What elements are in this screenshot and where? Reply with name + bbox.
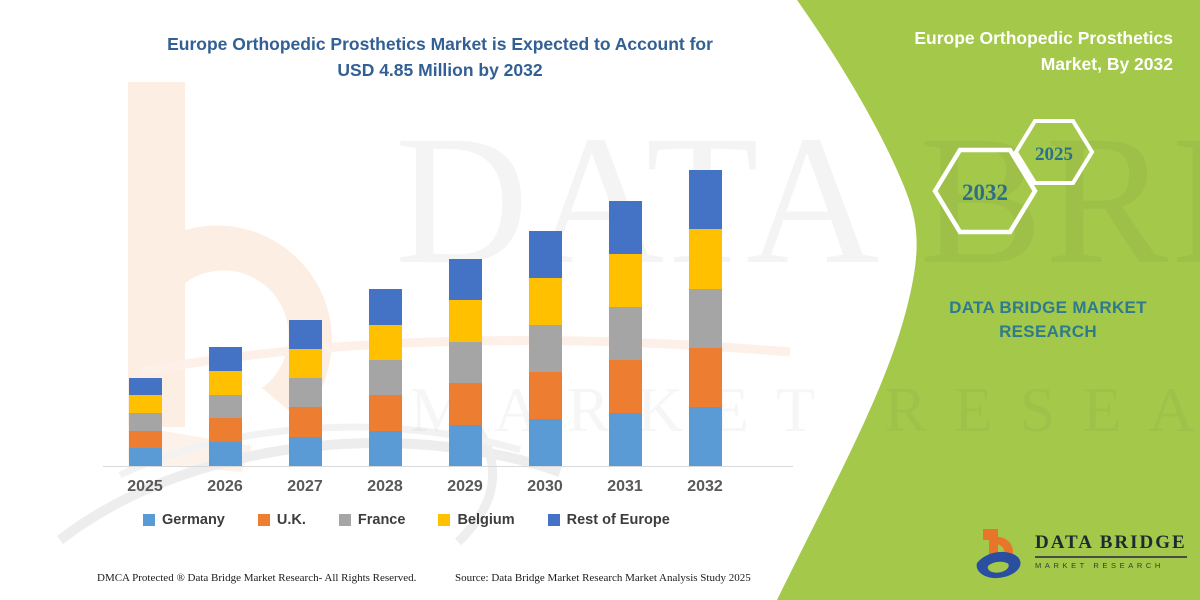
legend-label: U.K. [276,512,306,528]
bar-segment-germany [608,412,642,466]
dbmr-logo: DATA BRIDGE MARKET RESEARCH [975,527,1187,581]
footer-dmca-text: DMCA Protected ® Data Bridge Market Rese… [97,572,417,584]
bar-segment-rest-of-europe [128,377,162,396]
bar-segment-u-k [368,395,402,431]
bar-segment-belgium [128,395,162,413]
bar-segment-rest-of-europe [368,289,402,325]
x-axis-label: 2026 [207,478,243,495]
x-axis-label: 2025 [127,478,163,495]
hexagon-badges: 2025 2032 [932,119,1095,235]
legend-swatch [338,514,351,526]
x-axis-label: 2031 [607,478,643,495]
bar-segment-u-k [448,383,482,425]
logo-wordmark: DATA BRIDGE [1035,532,1187,558]
logo-b-icon [976,529,1021,579]
bar-2026 [208,347,242,466]
legend-item-germany: Germany [143,512,225,528]
bar-segment-rest-of-europe [288,319,322,349]
x-axis-label: 2030 [527,478,563,495]
bar-segment-france [528,325,562,373]
bar-segment-belgium [448,300,482,342]
chart-title-line1: Europe Orthopedic Prosthetics Market is … [167,34,713,54]
panel-heading: Europe Orthopedic Prosthetics Market, By… [833,25,1173,77]
hexagon-2025 [1013,119,1095,185]
hexagon-year-label-2025: 2025 [1035,144,1073,165]
legend-item-belgium: Belgium [438,512,515,528]
x-axis-labels: 2025 2026 2027 2028 2029 2030 2031 2032 [103,478,793,498]
bar-segment-france [368,359,402,396]
bar-segment-belgium [208,370,242,395]
bar-segment-u-k [288,407,322,437]
bar-2027 [288,319,322,466]
bar-segment-france [688,288,722,348]
bar-segment-germany [528,419,562,466]
legend-swatch [143,514,155,526]
brand-text: DATA BRIDGE MARKET RESEARCH [918,296,1178,344]
bar-segment-belgium [528,278,562,326]
bar-2030 [528,231,562,466]
bar-segment-rest-of-europe [528,231,562,279]
legend-label: Belgium [457,512,515,528]
bar-segment-germany [128,448,162,466]
legend-label: France [357,512,406,528]
legend-swatch [257,514,270,526]
chart-title-line2: USD 4.85 Million by 2032 [337,60,543,80]
x-axis-label: 2028 [367,478,403,495]
bar-segment-u-k [208,418,242,443]
bar-2032 [688,170,722,466]
bar-2028 [368,289,402,466]
hexagon-2032 [932,147,1038,235]
x-axis-label: 2027 [287,478,323,495]
bar-segment-france [128,412,162,431]
brand-text-line1: DATA BRIDGE MARKET [949,298,1147,317]
legend-label: Germany [162,512,225,528]
bar-segment-germany [688,406,722,466]
bar-segment-u-k [608,359,642,413]
panel-heading-line1: Europe Orthopedic Prosthetics [914,28,1173,48]
bar-segment-rest-of-europe [448,258,482,301]
bar-segment-belgium [288,348,322,379]
bar-segment-belgium [368,324,402,360]
bar-segment-u-k [688,347,722,407]
bar-segment-germany [448,424,482,466]
hexagon-year-label-2032: 2032 [962,180,1008,205]
bar-segment-france [608,306,642,360]
legend-swatch [547,514,560,526]
legend-swatch [438,514,451,526]
bar-segment-belgium [608,253,642,307]
bar-segment-u-k [528,372,562,420]
logo-subtext: MARKET RESEARCH [1035,561,1164,570]
x-axis-line [103,466,793,467]
panel-heading-line2: Market, By 2032 [1040,54,1173,74]
bar-2031 [608,200,642,466]
bar-segment-france [208,394,242,419]
bar-segment-rest-of-europe [688,170,722,230]
page-title: Europe Orthopedic Prosthetics Market is … [90,31,790,83]
bar-segment-germany [288,436,322,466]
brand-text-line2: RESEARCH [999,322,1097,341]
legend-item-u-k: U.K. [257,512,306,528]
legend-item-rest-of-europe: Rest of Europe [547,512,670,528]
bar-2025 [128,377,162,466]
bar-segment-germany [208,442,242,466]
legend: Germany U.K. France Belgium Rest of Europe [143,512,670,528]
legend-label: Rest of Europe [566,512,670,528]
bar-segment-rest-of-europe [208,347,242,371]
bar-segment-belgium [688,229,722,289]
x-axis-label: 2032 [687,478,723,495]
footer-source-text: Source: Data Bridge Market Research Mark… [455,572,751,584]
x-axis-label: 2029 [447,478,483,495]
bar-segment-rest-of-europe [608,200,642,254]
bar-segment-france [448,341,482,384]
bar-segment-u-k [128,430,162,449]
bar-2029 [448,258,482,466]
bar-segment-france [288,378,322,408]
legend-item-france: France [338,512,406,528]
bar-segment-germany [368,430,402,466]
bars-plot [103,157,793,467]
